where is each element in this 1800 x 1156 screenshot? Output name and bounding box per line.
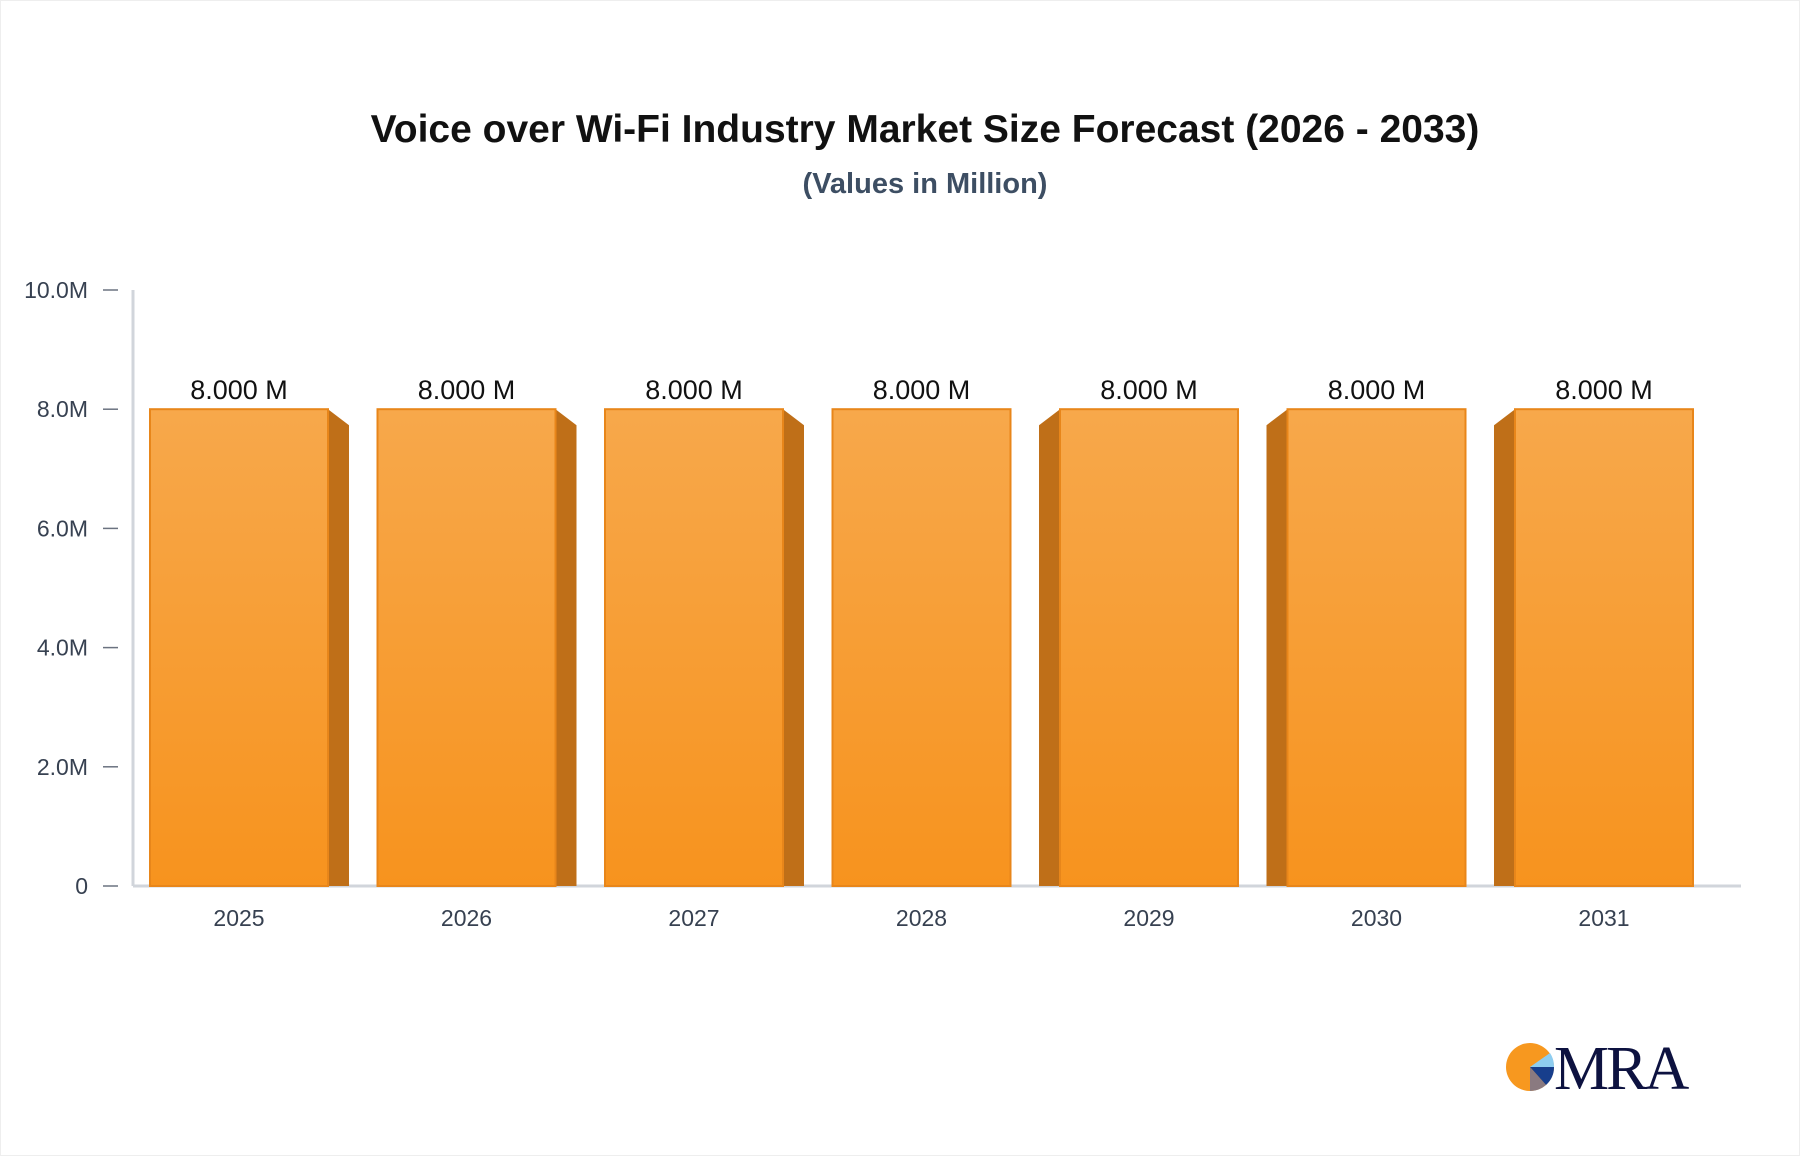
bar-data-label: 8.000 M xyxy=(1328,375,1426,405)
pie-logo-icon xyxy=(1506,1043,1554,1092)
bar-side xyxy=(555,409,577,886)
bar-data-label: 8.000 M xyxy=(1555,375,1653,405)
logo-text: MRA xyxy=(1554,1035,1689,1103)
bar xyxy=(604,408,784,887)
y-tick-label: 0 xyxy=(75,873,88,899)
y-tick-label: 6.0M xyxy=(37,515,88,541)
bar xyxy=(1514,408,1694,887)
x-tick-label: 2031 xyxy=(1578,905,1629,931)
y-tick-label: 4.0M xyxy=(37,635,88,661)
bar xyxy=(1059,408,1239,887)
chart-subtitle: (Values in Million) xyxy=(802,168,1048,200)
x-tick-label: 2026 xyxy=(441,905,492,931)
x-tick-label: 2030 xyxy=(1351,905,1402,931)
x-tick-label: 2028 xyxy=(896,905,947,931)
bar-data-label: 8.000 M xyxy=(418,375,516,405)
x-tick-label: 2029 xyxy=(1123,905,1174,931)
bar-group: 8.000 M 2026 xyxy=(376,375,577,931)
bar-data-label: 8.000 M xyxy=(873,375,971,405)
bar-group: 8.000 M 2028 xyxy=(831,375,1012,931)
bar-data-label: 8.000 M xyxy=(190,375,288,405)
x-tick-label: 2027 xyxy=(668,905,719,931)
bar-group: 8.000 M 2027 xyxy=(604,375,804,931)
bar-side xyxy=(328,409,349,886)
bar xyxy=(1286,408,1467,887)
bar xyxy=(831,408,1012,887)
bar-group: 8.000 M 2025 xyxy=(149,375,349,931)
bar-group: 8.000 M 2031 xyxy=(1494,375,1694,931)
bar-group: 8.000 M 2030 xyxy=(1266,375,1467,931)
bar-data-label: 8.000 M xyxy=(645,375,743,405)
y-tick-label: 2.0M xyxy=(37,754,88,780)
bar-data-label: 8.000 M xyxy=(1100,375,1198,405)
mra-logo: MRA xyxy=(1506,1035,1696,1103)
bar-group: 8.000 M 2029 xyxy=(1039,375,1239,931)
x-tick-label: 2025 xyxy=(213,905,264,931)
bar xyxy=(149,408,329,887)
bar-side xyxy=(783,409,804,886)
bar xyxy=(376,408,557,887)
bar-side xyxy=(1494,409,1515,886)
chart-title: Voice over Wi-Fi Industry Market Size Fo… xyxy=(370,108,1480,151)
y-tick-label: 10.0M xyxy=(24,277,88,303)
bar-side xyxy=(1266,409,1288,886)
bar-side xyxy=(1039,409,1060,886)
y-tick-label: 8.0M xyxy=(37,396,88,422)
